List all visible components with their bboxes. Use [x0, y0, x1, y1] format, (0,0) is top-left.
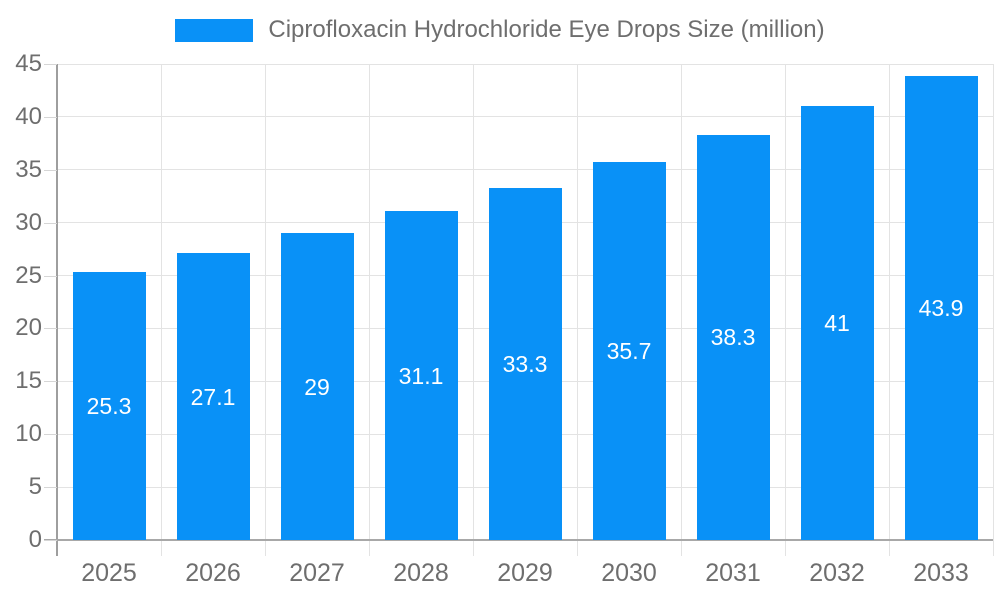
y-tick-mark — [44, 434, 57, 436]
gridline-horizontal — [57, 63, 993, 65]
bar: 35.7 — [592, 162, 666, 540]
bar: 41 — [800, 106, 874, 540]
bar-value-label: 29 — [304, 373, 330, 400]
y-tick-mark — [44, 487, 57, 489]
gridline-vertical — [888, 64, 890, 556]
gridline-vertical — [368, 64, 370, 556]
chart-legend: Ciprofloxacin Hydrochloride Eye Drops Si… — [0, 16, 1000, 44]
bar-value-label: 27.1 — [190, 383, 236, 410]
x-tick-label: 2027 — [289, 559, 345, 587]
y-tick-mark — [44, 169, 57, 171]
x-tick-label: 2029 — [497, 559, 553, 587]
y-tick-label: 25 — [15, 261, 42, 289]
bar: 29 — [280, 233, 354, 540]
bar-value-label: 41 — [824, 310, 850, 337]
bar: 25.3 — [72, 272, 146, 540]
gridline-vertical — [680, 64, 682, 556]
gridline-vertical — [576, 64, 578, 556]
y-tick-label: 45 — [15, 50, 42, 77]
y-tick-label: 40 — [15, 102, 42, 130]
x-tick-label: 2032 — [809, 559, 865, 587]
gridline-vertical — [472, 64, 474, 556]
bar-value-label: 43.9 — [918, 294, 964, 321]
bar: 38.3 — [696, 134, 770, 540]
y-tick-label: 20 — [15, 314, 42, 342]
bar-value-label: 33.3 — [502, 350, 548, 377]
bar-value-label: 35.7 — [606, 338, 652, 365]
y-tick-mark — [44, 540, 57, 541]
x-tick-label: 2033 — [913, 559, 969, 587]
bar: 27.1 — [176, 253, 250, 540]
y-tick-mark — [44, 328, 57, 330]
y-tick-label: 35 — [15, 155, 42, 183]
gridline-vertical — [784, 64, 786, 556]
plot-area: 25.3 27.1 29 31.1 33.3 35.7 38.3 41 43.9 — [44, 63, 994, 556]
gridline-vertical — [160, 64, 162, 556]
bar-value-label: 38.3 — [710, 324, 756, 351]
y-tick-label: 30 — [15, 208, 42, 236]
y-tick-mark — [44, 116, 57, 118]
x-axis-line — [44, 539, 993, 541]
gridline-vertical — [992, 64, 994, 556]
y-tick-mark — [44, 275, 57, 277]
bar: 31.1 — [384, 211, 458, 540]
x-tick-label: 2030 — [601, 559, 657, 587]
y-tick-label: 15 — [15, 367, 42, 395]
y-tick-mark — [44, 222, 57, 224]
gridline-horizontal — [57, 116, 993, 118]
legend-label: Ciprofloxacin Hydrochloride Eye Drops Si… — [268, 16, 825, 43]
x-tick-label: 2028 — [393, 559, 449, 587]
y-tick-mark — [44, 64, 57, 65]
gridline-horizontal — [57, 169, 993, 171]
bar-value-label: 31.1 — [398, 362, 444, 389]
bar: 43.9 — [904, 75, 978, 540]
gridline-vertical — [264, 64, 266, 556]
x-tick-label: 2026 — [185, 559, 241, 587]
y-tick-label: 10 — [15, 420, 42, 448]
x-tick-label: 2025 — [81, 559, 137, 587]
bar-value-label: 25.3 — [86, 393, 132, 420]
y-axis-line — [56, 64, 58, 556]
bar: 33.3 — [488, 187, 562, 540]
legend-swatch — [175, 18, 254, 42]
x-tick-label: 2031 — [705, 559, 761, 587]
y-tick-label: 0 — [28, 526, 42, 553]
y-tick-mark — [44, 381, 57, 383]
y-tick-label: 5 — [28, 473, 42, 501]
